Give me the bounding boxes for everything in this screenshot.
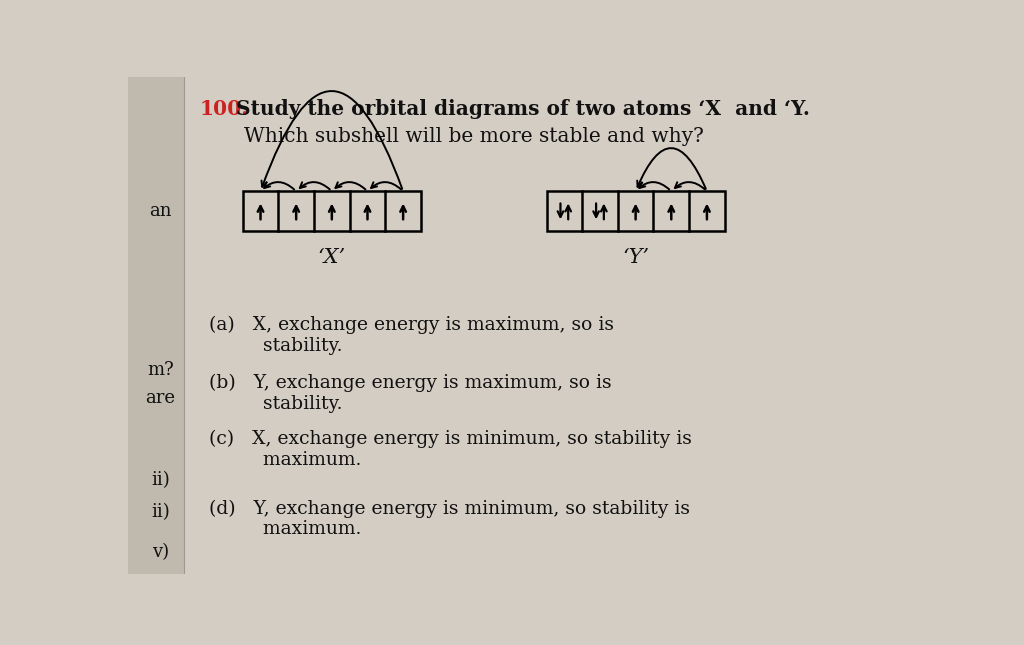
Text: (b)   Y, exchange energy is maximum, so is
         stability.: (b) Y, exchange energy is maximum, so is…	[209, 374, 612, 413]
Bar	[547, 192, 725, 232]
Text: ii): ii)	[152, 471, 170, 489]
Bar	[243, 192, 421, 232]
Text: (d)   Y, exchange energy is minimum, so stability is
         maximum.: (d) Y, exchange energy is minimum, so st…	[209, 499, 690, 539]
Text: ‘Y’: ‘Y’	[623, 248, 649, 267]
Text: an: an	[150, 203, 172, 221]
Text: ‘X’: ‘X’	[317, 248, 346, 267]
Text: 100.: 100.	[200, 99, 249, 119]
Text: m?: m?	[147, 361, 174, 379]
Text: Which subshell will be more stable and why?: Which subshell will be more stable and w…	[245, 126, 705, 146]
Bar	[128, 77, 183, 574]
Text: v): v)	[152, 542, 169, 561]
Text: (c)   X, exchange energy is minimum, so stability is
         maximum.: (c) X, exchange energy is minimum, so st…	[209, 430, 692, 469]
Text: (a)   X, exchange energy is maximum, so is
         stability.: (a) X, exchange energy is maximum, so is…	[209, 316, 614, 355]
Text: Study the orbital diagrams of two atoms ‘X  and ‘Y.: Study the orbital diagrams of two atoms …	[228, 99, 810, 119]
Text: are: are	[145, 389, 175, 407]
Text: ii): ii)	[152, 503, 170, 521]
